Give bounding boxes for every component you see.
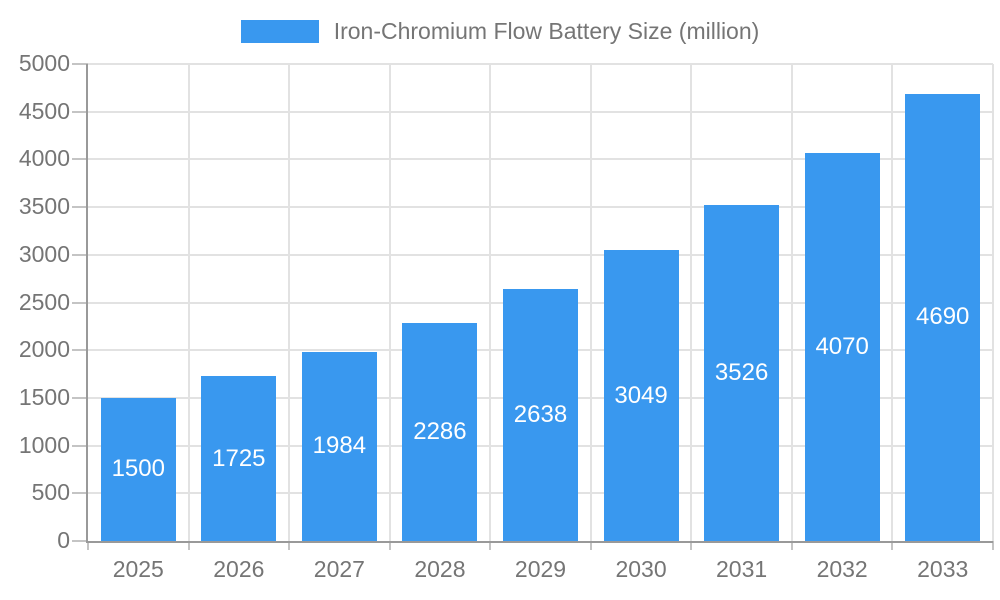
y-axis-tick xyxy=(72,63,88,65)
y-axis-label: 2500 xyxy=(18,288,70,315)
x-axis-tick xyxy=(187,541,190,550)
x-axis-tick xyxy=(388,541,391,550)
x-axis-label: 2033 xyxy=(917,556,969,582)
bar xyxy=(704,204,780,541)
y-axis-label: 0 xyxy=(57,527,70,553)
y-axis-tick xyxy=(72,158,88,161)
bar-value-label: 4070 xyxy=(815,332,869,360)
bar xyxy=(402,322,478,541)
bar xyxy=(301,351,377,541)
x-axis-label: 2027 xyxy=(313,556,365,582)
y-axis-label: 3000 xyxy=(18,240,70,267)
y-axis-tick xyxy=(72,396,88,399)
y-axis-tick xyxy=(72,206,88,209)
y-axis-label: 3500 xyxy=(18,193,70,220)
x-axis-tick xyxy=(690,541,693,550)
x-axis-line xyxy=(86,541,993,543)
gridline-vertical xyxy=(891,64,894,541)
x-axis-tick xyxy=(891,541,894,550)
bar-value-label: 3049 xyxy=(614,381,668,409)
bar xyxy=(804,152,880,541)
x-axis-tick xyxy=(489,541,492,550)
bar-value-label: 1984 xyxy=(312,432,367,460)
gridline-vertical xyxy=(388,64,391,541)
gridline-vertical xyxy=(589,64,592,541)
gridline-vertical xyxy=(790,64,793,541)
bar xyxy=(905,93,981,541)
legend-item[interactable]: Iron-Chromium Flow Battery Size (million… xyxy=(240,18,760,45)
bar xyxy=(100,397,176,541)
gridline-vertical xyxy=(489,64,492,541)
legend: Iron-Chromium Flow Battery Size (million… xyxy=(0,18,1000,45)
x-axis-tick xyxy=(790,541,793,550)
x-axis-label: 2028 xyxy=(414,556,466,582)
gridline-vertical xyxy=(288,64,291,541)
y-axis-line xyxy=(86,64,88,543)
y-axis-label: 2000 xyxy=(18,336,70,363)
y-axis-label: 4000 xyxy=(18,145,70,172)
gridline-vertical xyxy=(992,64,994,541)
y-axis-label: 1500 xyxy=(18,383,70,410)
x-axis-label: 2025 xyxy=(112,556,164,582)
bar-value-label: 2286 xyxy=(413,417,467,445)
bar xyxy=(603,250,679,541)
bar-value-label: 1500 xyxy=(111,455,165,483)
bar xyxy=(201,376,277,541)
y-axis-tick xyxy=(72,110,88,113)
y-axis-tick xyxy=(72,540,88,542)
bar-value-label: 2638 xyxy=(513,401,568,429)
y-axis-label: 1000 xyxy=(18,431,70,458)
gridline-horizontal xyxy=(88,63,993,65)
y-axis-tick xyxy=(72,349,88,352)
gridline-horizontal xyxy=(88,158,993,161)
y-axis-label: 500 xyxy=(31,479,70,506)
y-axis-label: 5000 xyxy=(18,50,70,76)
bar-value-label: 4690 xyxy=(916,303,970,331)
gridline-horizontal xyxy=(88,110,993,113)
x-axis-label: 2026 xyxy=(213,556,265,582)
gridline-horizontal xyxy=(88,253,993,256)
bar-value-label: 1725 xyxy=(212,444,266,472)
x-axis-label: 2029 xyxy=(514,556,567,582)
bar xyxy=(503,289,578,541)
gridline-vertical xyxy=(690,64,693,541)
y-axis-label: 4500 xyxy=(18,97,70,124)
gridline-vertical xyxy=(187,64,190,541)
x-axis-label: 2032 xyxy=(816,556,868,582)
x-axis-label: 2031 xyxy=(716,556,768,582)
gridline-horizontal xyxy=(88,206,993,209)
x-axis-tick xyxy=(288,541,291,550)
y-axis-tick xyxy=(72,301,88,304)
y-axis-tick xyxy=(72,492,88,495)
x-axis-tick xyxy=(992,541,994,550)
y-axis-tick xyxy=(72,253,88,256)
x-axis-tick xyxy=(87,541,89,550)
x-axis-tick xyxy=(589,541,592,550)
bar-value-label: 3526 xyxy=(714,358,769,386)
y-axis-tick xyxy=(72,444,88,447)
legend-swatch xyxy=(240,20,319,43)
legend-label: Iron-Chromium Flow Battery Size (million… xyxy=(333,18,760,44)
x-axis-label: 2030 xyxy=(615,556,667,582)
